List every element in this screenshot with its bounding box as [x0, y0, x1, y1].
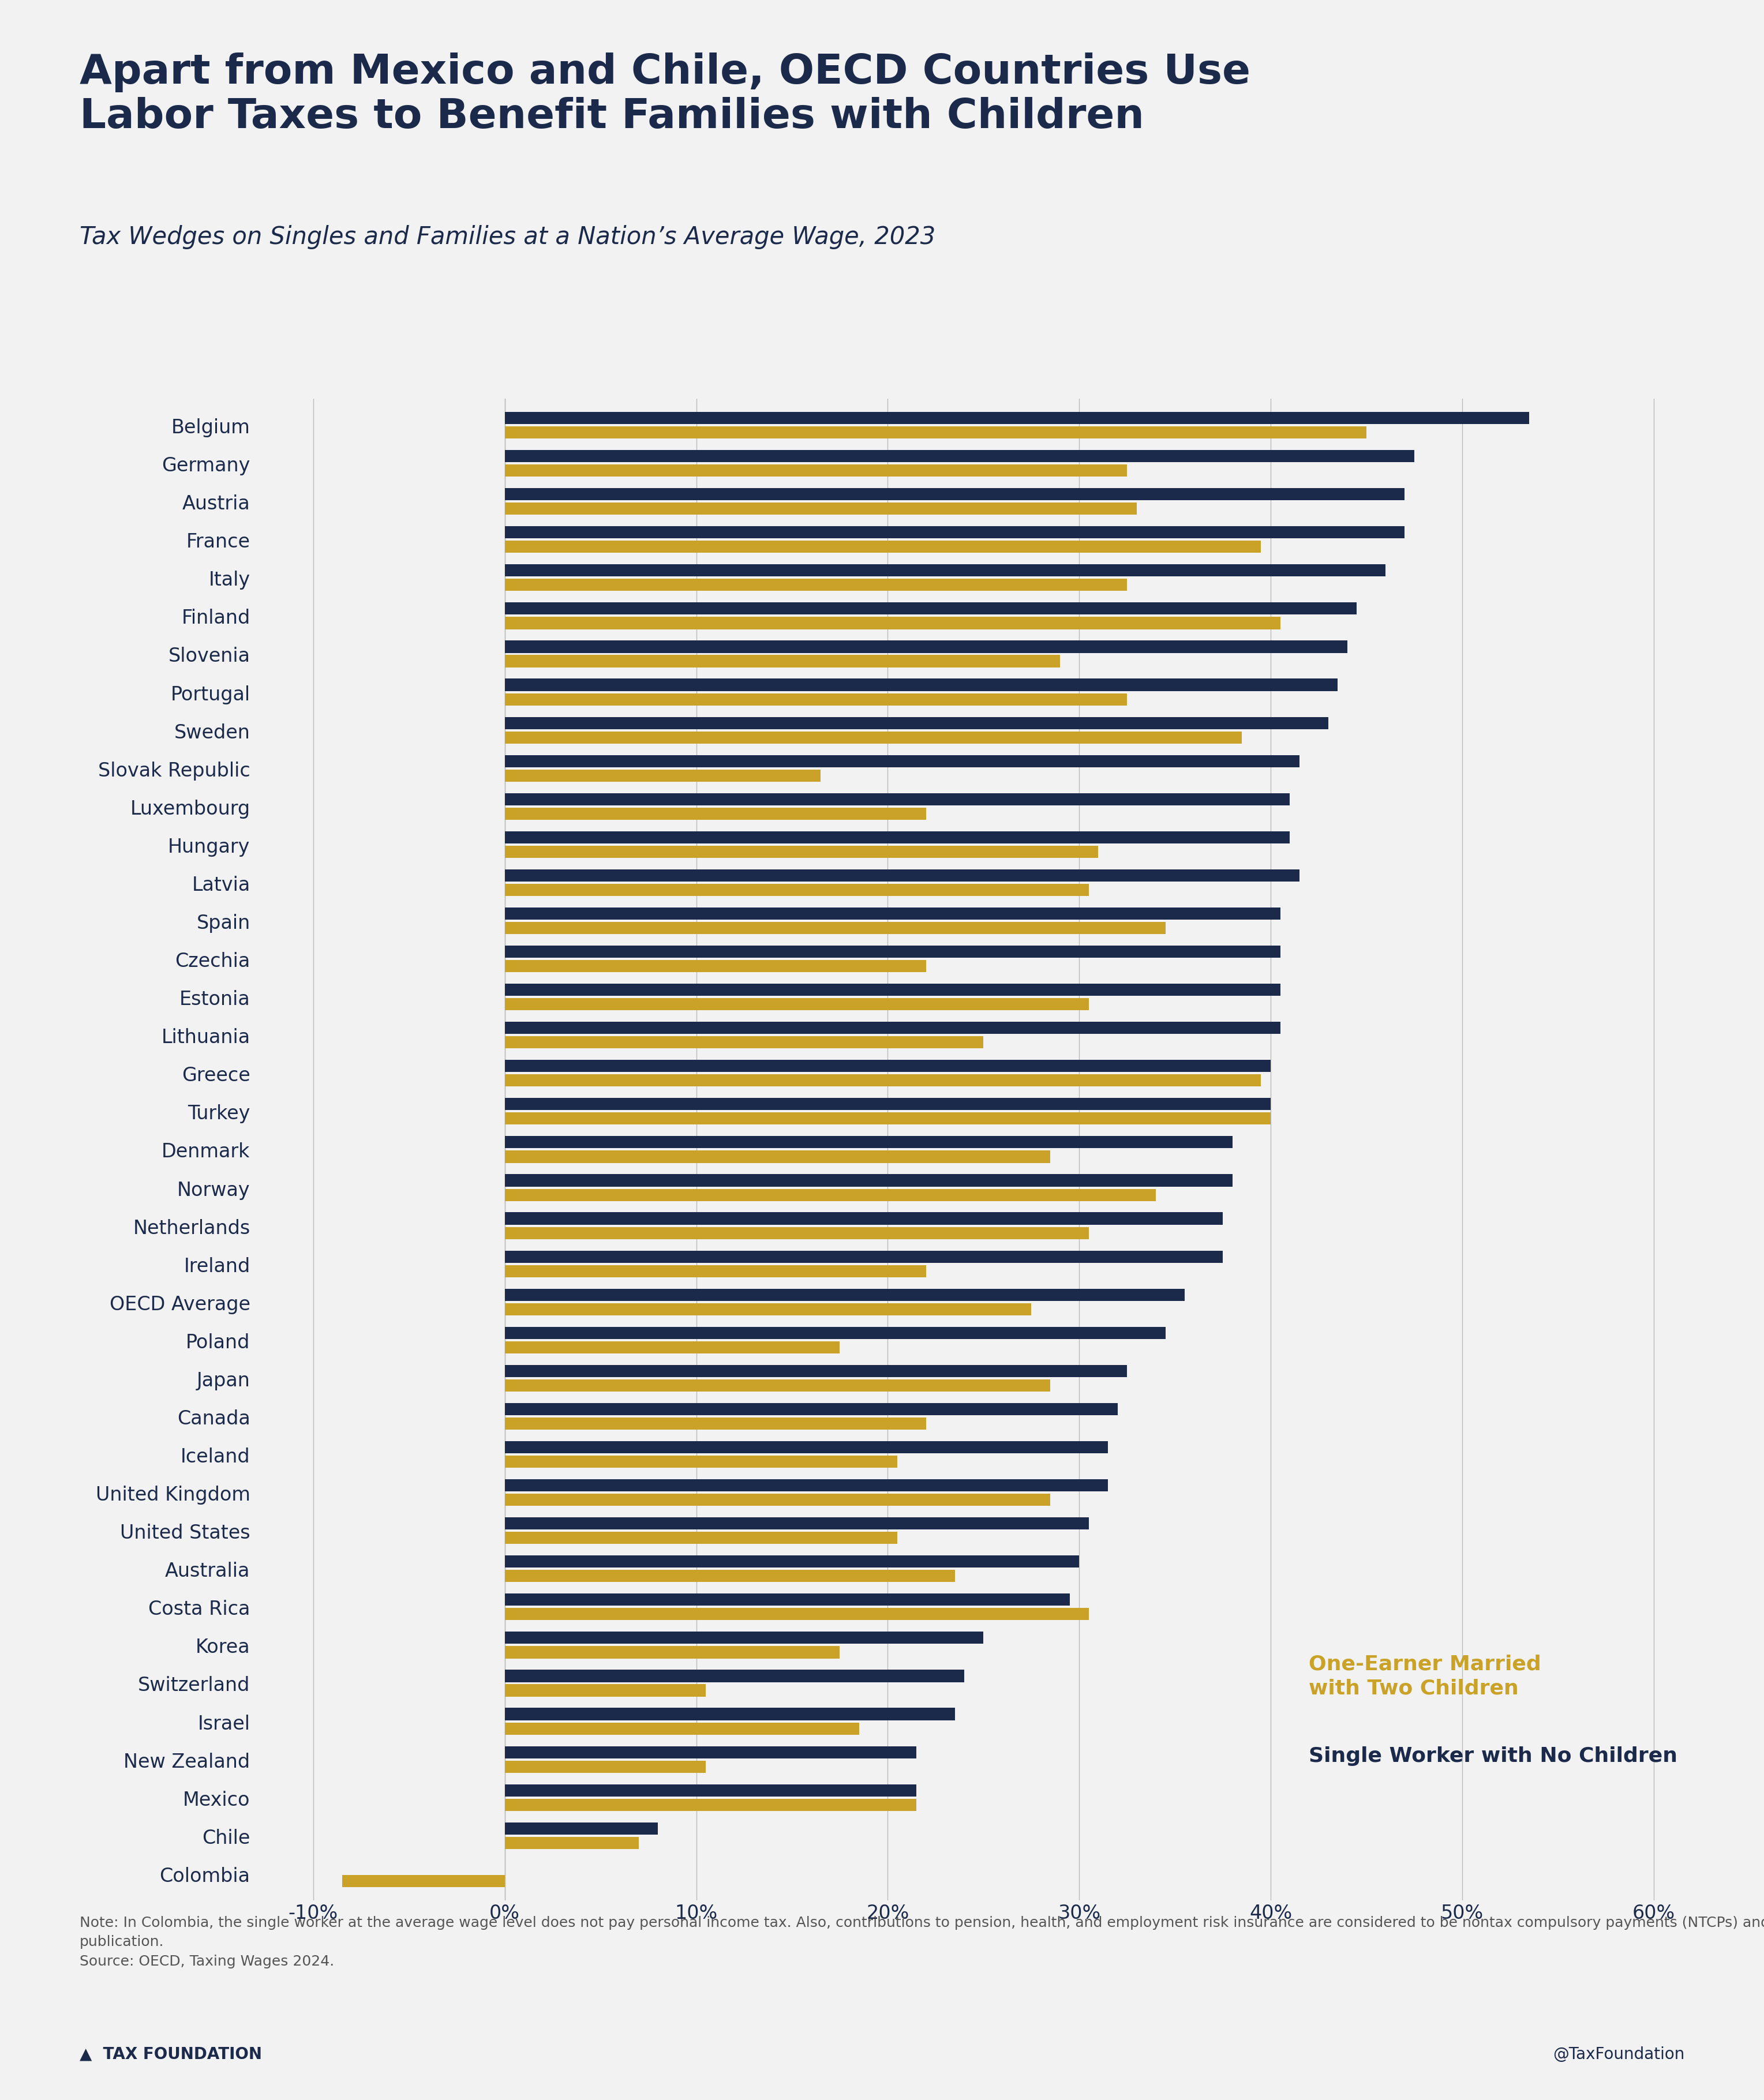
Bar [505, 449, 1415, 462]
Bar [505, 1478, 1108, 1491]
Bar [505, 617, 1281, 630]
Bar [505, 426, 1367, 439]
Bar [505, 504, 1136, 514]
Bar [505, 1403, 1117, 1415]
Text: One-Earner Married
with Two Children: One-Earner Married with Two Children [1309, 1653, 1542, 1697]
Bar [505, 756, 1300, 766]
Bar [505, 907, 1281, 920]
Bar [505, 1060, 1270, 1073]
Bar [505, 1365, 1127, 1378]
Bar [505, 1571, 954, 1581]
Bar [505, 1037, 984, 1048]
Bar [505, 1023, 1281, 1035]
Bar [505, 1722, 859, 1735]
Bar [505, 1760, 706, 1772]
Text: ▲  TAX FOUNDATION: ▲ TAX FOUNDATION [79, 2045, 261, 2062]
Bar [505, 1189, 1155, 1201]
Bar [505, 1518, 1088, 1529]
Bar [505, 412, 1529, 424]
Bar [505, 846, 1099, 859]
Bar [505, 1417, 926, 1430]
Bar [505, 1342, 840, 1354]
Bar [505, 1136, 1233, 1149]
Bar [505, 1785, 917, 1795]
Bar [505, 1609, 1088, 1621]
Bar [505, 1556, 1080, 1569]
Bar [505, 794, 1289, 806]
Bar [505, 718, 1328, 729]
Bar [505, 1174, 1233, 1186]
Bar [505, 997, 1088, 1010]
Bar [505, 1747, 917, 1758]
Bar [505, 603, 1357, 615]
Bar [505, 640, 1348, 653]
Bar [505, 869, 1300, 882]
Bar [505, 693, 1127, 706]
Text: @TaxFoundation: @TaxFoundation [1552, 2045, 1685, 2062]
Bar [505, 960, 926, 972]
Bar [505, 1264, 926, 1277]
Bar [505, 580, 1127, 592]
Bar [505, 1304, 1032, 1315]
Text: Note: In Colombia, the single worker at the average wage level does not pay pers: Note: In Colombia, the single worker at … [79, 1915, 1764, 1968]
Bar [505, 1289, 1184, 1302]
Bar [505, 1380, 1050, 1392]
Bar [505, 1707, 954, 1720]
Bar [505, 1800, 917, 1810]
Bar [505, 1684, 706, 1697]
Bar [505, 1632, 984, 1644]
Bar [505, 565, 1385, 578]
Bar [505, 1252, 1222, 1262]
Bar [505, 655, 1060, 668]
Bar [505, 1075, 1261, 1088]
Bar [505, 1837, 639, 1850]
Bar [505, 1533, 898, 1543]
Bar [505, 1098, 1270, 1111]
Bar [505, 1493, 1050, 1506]
Bar [505, 771, 820, 781]
Text: Tax Wedges on Singles and Families at a Nation’s Average Wage, 2023: Tax Wedges on Singles and Families at a … [79, 225, 935, 250]
Bar [505, 1670, 965, 1682]
Bar [505, 678, 1337, 691]
Bar [505, 542, 1261, 552]
Bar [342, 1875, 505, 1888]
Bar [505, 1594, 1069, 1606]
Bar [505, 1226, 1088, 1239]
Bar [505, 1151, 1050, 1163]
Bar [505, 985, 1281, 995]
Bar [505, 527, 1404, 540]
Bar [505, 1455, 898, 1468]
Bar [505, 922, 1166, 934]
Bar [505, 1212, 1222, 1224]
Bar [505, 1823, 658, 1835]
Bar [505, 489, 1404, 500]
Text: Apart from Mexico and Chile, OECD Countries Use
Labor Taxes to Benefit Families : Apart from Mexico and Chile, OECD Countr… [79, 52, 1251, 136]
Bar [505, 1327, 1166, 1340]
Bar [505, 945, 1281, 958]
Bar [505, 1646, 840, 1659]
Bar [505, 731, 1242, 743]
Bar [505, 808, 926, 821]
Bar [505, 1113, 1270, 1126]
Bar [505, 464, 1127, 477]
Bar [505, 832, 1289, 844]
Bar [505, 1441, 1108, 1453]
Text: Single Worker with No Children: Single Worker with No Children [1309, 1745, 1678, 1766]
Bar [505, 884, 1088, 897]
